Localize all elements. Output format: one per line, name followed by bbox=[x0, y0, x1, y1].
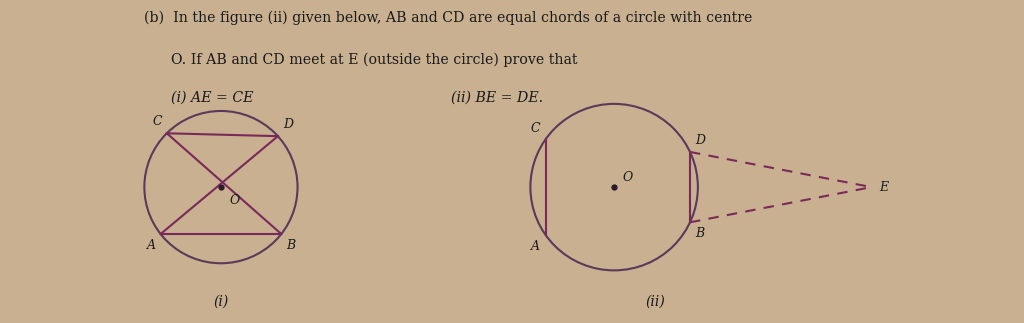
Text: B: B bbox=[287, 239, 296, 252]
Text: A: A bbox=[146, 239, 156, 252]
Text: O: O bbox=[229, 193, 240, 206]
Text: (ii) BE = DE.: (ii) BE = DE. bbox=[451, 91, 543, 105]
Text: D: D bbox=[695, 134, 706, 147]
Text: D: D bbox=[283, 118, 293, 131]
Text: C: C bbox=[530, 121, 541, 135]
Text: (i): (i) bbox=[213, 295, 228, 308]
Text: (i) AE = CE: (i) AE = CE bbox=[144, 91, 254, 105]
Text: (b)  In the figure (ii) given below, AB and CD are equal chords of a circle with: (b) In the figure (ii) given below, AB a… bbox=[144, 11, 753, 26]
Text: O. If AB and CD meet at E (outside the circle) prove that: O. If AB and CD meet at E (outside the c… bbox=[144, 53, 578, 67]
Text: (ii): (ii) bbox=[645, 295, 665, 308]
Text: O: O bbox=[623, 171, 633, 184]
Text: B: B bbox=[695, 227, 705, 240]
Text: A: A bbox=[531, 240, 541, 253]
Text: C: C bbox=[152, 116, 162, 129]
Text: E: E bbox=[880, 181, 889, 193]
